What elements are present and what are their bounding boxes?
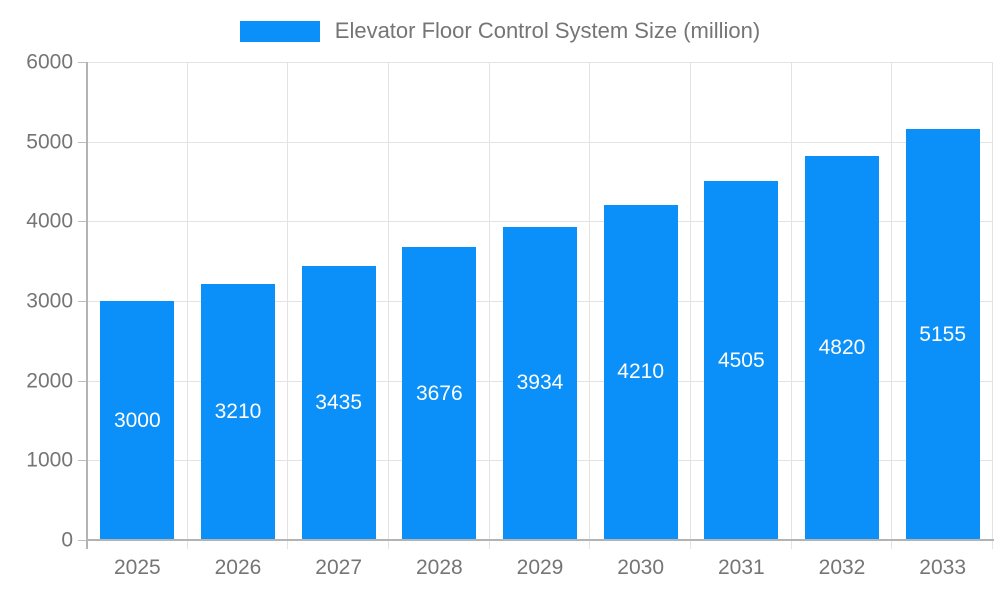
bar-value-label: 5155 — [919, 322, 967, 346]
bar-2028[interactable]: 3676 — [402, 247, 477, 540]
x-axis-label: 2028 — [415, 556, 463, 579]
bar-value-label: 3210 — [214, 400, 262, 424]
bar-2026[interactable]: 3210 — [200, 284, 275, 540]
y-axis-line — [86, 62, 88, 549]
gridline-vertical — [589, 62, 591, 549]
y-axis-tick — [78, 301, 87, 302]
y-axis-label: 0 — [61, 528, 73, 552]
bar-2032[interactable]: 4820 — [804, 156, 879, 540]
bar-2027[interactable]: 3435 — [301, 266, 376, 540]
y-axis-tick — [78, 62, 87, 63]
bar-2025[interactable]: 3000 — [100, 301, 175, 540]
x-axis-label: 2030 — [617, 556, 665, 579]
gridline-horizontal — [87, 221, 993, 223]
y-axis-label: 5000 — [26, 130, 73, 154]
legend-swatch-icon — [239, 20, 320, 42]
y-axis-tick — [78, 380, 87, 382]
bar-value-label: 3000 — [113, 408, 161, 432]
gridline-vertical — [186, 62, 188, 549]
bar-value-label: 3934 — [516, 371, 564, 395]
gridline-vertical — [488, 62, 490, 549]
x-axis-label: 2025 — [113, 556, 161, 579]
bar-value-label: 4820 — [818, 336, 866, 359]
gridline-vertical — [891, 62, 893, 549]
bar-value-label: 3676 — [415, 381, 463, 405]
gridline-vertical — [287, 62, 289, 549]
bar-value-label: 3435 — [315, 391, 363, 415]
plot-area: 0 1000 2000 3000 4000 5000 6000 3000 2025 3210 202… — [26, 52, 994, 579]
x-axis-label: 2031 — [717, 556, 765, 579]
gridline-vertical — [387, 62, 389, 549]
y-axis-label: 3000 — [26, 289, 73, 313]
y-axis-tick — [78, 141, 87, 143]
y-axis-tick — [78, 460, 87, 462]
x-axis-label: 2027 — [315, 556, 363, 579]
y-axis-label: 6000 — [26, 50, 73, 74]
y-axis-tick — [78, 540, 87, 541]
bar-2033[interactable]: 5155 — [905, 129, 980, 540]
bar-2029[interactable]: 3934 — [502, 226, 577, 540]
bar-2031[interactable]: 4505 — [704, 181, 779, 540]
y-axis-label: 2000 — [26, 369, 73, 393]
legend-label: Elevator Floor Control System Size (mill… — [334, 18, 761, 43]
gridline-horizontal — [87, 62, 993, 63]
gridline-vertical — [790, 62, 792, 549]
x-axis-label: 2026 — [214, 556, 262, 579]
bar-value-label: 4210 — [617, 360, 665, 384]
gridline-vertical — [992, 62, 993, 549]
chart-legend: Elevator Floor Control System Size (mill… — [0, 18, 1000, 44]
x-axis-label: 2029 — [516, 556, 564, 579]
y-axis-label: 4000 — [26, 209, 73, 233]
gridline-vertical — [689, 62, 691, 549]
bar-value-label: 4505 — [717, 348, 765, 372]
x-axis-label: 2032 — [818, 556, 866, 579]
x-axis-label: 2033 — [919, 556, 967, 579]
y-axis-label: 1000 — [26, 448, 73, 472]
y-axis-tick — [78, 221, 87, 223]
gridline-horizontal — [87, 141, 993, 143]
x-axis-line — [86, 539, 994, 541]
legend-item[interactable]: Elevator Floor Control System Size (mill… — [239, 18, 761, 44]
bar-2030[interactable]: 4210 — [603, 204, 678, 540]
